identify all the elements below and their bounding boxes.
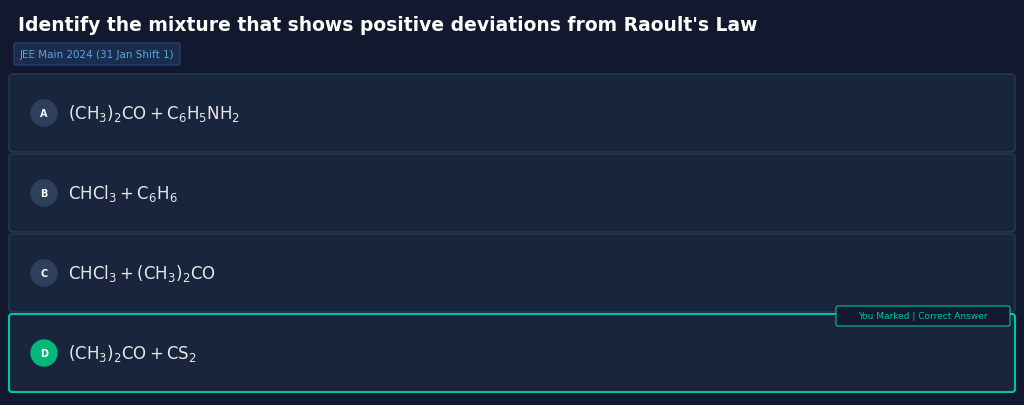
Text: $(\mathrm{CH_3})_2\mathrm{CO} + \mathrm{CS_2}$: $(\mathrm{CH_3})_2\mathrm{CO} + \mathrm{… bbox=[68, 343, 197, 364]
Circle shape bbox=[31, 260, 57, 286]
Text: A: A bbox=[40, 109, 48, 119]
Text: $\mathrm{CHCl_3} + \mathrm{C_6H_6}$: $\mathrm{CHCl_3} + \mathrm{C_6H_6}$ bbox=[68, 183, 178, 204]
Text: $\mathrm{CHCl_3} + (\mathrm{CH_3})_2\mathrm{CO}$: $\mathrm{CHCl_3} + (\mathrm{CH_3})_2\mat… bbox=[68, 263, 216, 284]
Text: B: B bbox=[40, 189, 48, 198]
Circle shape bbox=[31, 181, 57, 207]
Circle shape bbox=[31, 340, 57, 366]
Text: JEE Main 2024 (31 Jan Shift 1): JEE Main 2024 (31 Jan Shift 1) bbox=[19, 50, 174, 60]
Text: You Marked | Correct Answer: You Marked | Correct Answer bbox=[858, 312, 988, 321]
FancyBboxPatch shape bbox=[14, 44, 180, 66]
Text: D: D bbox=[40, 348, 48, 358]
FancyBboxPatch shape bbox=[836, 306, 1010, 326]
FancyBboxPatch shape bbox=[9, 314, 1015, 392]
Circle shape bbox=[31, 101, 57, 127]
Text: $(\mathrm{CH_3})_2\mathrm{CO} + \mathrm{C_6H_5NH_2}$: $(\mathrm{CH_3})_2\mathrm{CO} + \mathrm{… bbox=[68, 103, 240, 124]
FancyBboxPatch shape bbox=[9, 155, 1015, 232]
Text: C: C bbox=[40, 269, 48, 278]
FancyBboxPatch shape bbox=[9, 234, 1015, 312]
Text: Identify the mixture that shows positive deviations from Raoult's Law: Identify the mixture that shows positive… bbox=[18, 16, 758, 35]
FancyBboxPatch shape bbox=[9, 75, 1015, 153]
